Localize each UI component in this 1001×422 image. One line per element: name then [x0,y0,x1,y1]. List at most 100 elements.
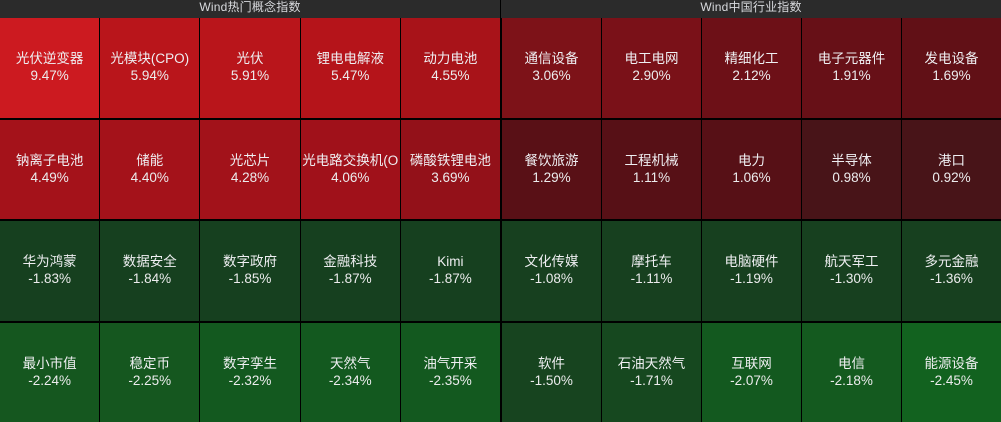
tile-label: 数字政府 [223,254,277,270]
heatmap-tile[interactable]: 最小市值 -2.24% [0,322,101,422]
heatmap-tile[interactable]: 锂电电解液 5.47% [300,18,401,118]
tile-value: -2.32% [228,372,272,388]
heatmap-tile[interactable]: 天然气 -2.34% [300,322,401,422]
tile-value: -2.24% [28,372,71,388]
heatmap-row: 最小市值 -2.24% 稳定币 -2.25% 数字孪生 -2.32% 天然气 -2.34% 油气… [0,322,1001,422]
panel-divider [500,322,502,422]
heatmap-tile[interactable]: 光模块(CPO) 5.94% [100,18,201,118]
heatmap-tile[interactable]: 软件 -1.50% [502,322,602,422]
heatmap-tile[interactable]: 华为鸿蒙 -1.83% [0,221,101,321]
heatmap-tile[interactable]: 光芯片 4.28% [200,119,301,219]
heatmap-tile[interactable]: Kimi -1.87% [400,221,501,321]
tile-value: 5.94% [130,68,169,84]
heatmap-tile[interactable]: 动力电池 4.55% [400,18,501,118]
heatmap-tile[interactable]: 钠离子电池 4.49% [0,119,101,219]
panel-concept-indices: 光伏逆变器 9.47% 光模块(CPO) 5.94% 光伏 5.91% 锂电电解液 5.47%… [0,18,501,118]
heatmap-tile[interactable]: 数据安全 -1.84% [100,221,201,321]
tile-label: 光芯片 [229,152,271,168]
tile-label: 餐饮旅游 [524,152,579,168]
heatmap-tile[interactable]: 油气开采 -2.35% [400,322,501,422]
header-divider [500,0,501,18]
heatmap-grid: 光伏逆变器 9.47% 光模块(CPO) 5.94% 光伏 5.91% 锂电电解液 5.47%… [0,18,1001,422]
heatmap-tile[interactable]: 通信设备 3.06% [502,18,602,118]
tile-value: -1.19% [730,271,773,287]
panel-concept-indices: 华为鸿蒙 -1.83% 数据安全 -1.84% 数字政府 -1.85% 金融科技 -1.87%… [0,221,501,321]
tile-label: 电子元器件 [817,51,886,67]
tile-label: 华为鸿蒙 [22,254,77,270]
heatmap-tile[interactable]: 电力 1.06% [702,119,802,219]
tile-label: 光伏 [236,51,264,67]
tile-label: 半导体 [831,152,872,168]
heatmap-tile[interactable]: 互联网 -2.07% [702,322,802,422]
heatmap-tile[interactable]: 稳定币 -2.25% [100,322,201,422]
heatmap-tile[interactable]: 多元金融 -1.36% [902,221,1001,321]
tile-label: 油气开采 [423,355,478,371]
panel-header-right-label: Wind中国行业指数 [700,0,802,14]
heatmap-tile[interactable]: 餐饮旅游 1.29% [502,119,602,219]
tile-label: 文化传媒 [524,254,579,270]
heatmap-tile[interactable]: 数字孪生 -2.32% [200,322,301,422]
tile-value: 3.69% [431,169,470,185]
tile-value: 9.47% [30,68,69,84]
tile-value: 1.29% [532,169,571,185]
tile-value: 2.90% [632,68,671,84]
tile-value: -1.11% [630,271,673,287]
tile-label: 数据安全 [122,254,177,270]
heatmap-tile[interactable]: 光伏逆变器 9.47% [0,18,101,118]
heatmap-row: 光伏逆变器 9.47% 光模块(CPO) 5.94% 光伏 5.91% 锂电电解液 5.47%… [0,18,1001,118]
tile-value: -1.87% [429,271,472,287]
heatmap-tile[interactable]: 发电设备 1.69% [902,18,1001,118]
tile-label: 石油天然气 [617,355,686,371]
tile-label: 电力 [738,152,765,168]
tile-value: -1.83% [28,271,71,287]
heatmap-tile[interactable]: 电信 -2.18% [802,322,902,422]
heatmap-tile[interactable]: 光伏 5.91% [200,18,301,118]
tile-label: 最小市值 [22,355,77,371]
tile-label: 金融科技 [323,254,378,270]
heatmap-tile[interactable]: 磷酸铁锂电池 3.69% [400,119,501,219]
heatmap-tile[interactable]: 半导体 0.98% [802,119,902,219]
tile-label: 电脑硬件 [724,254,779,270]
heatmap-tile[interactable]: 电脑硬件 -1.19% [702,221,802,321]
tile-label: 数字孪生 [223,355,277,371]
tile-label: 互联网 [731,355,772,371]
heatmap-tile[interactable]: 工程机械 1.11% [602,119,702,219]
heatmap-tile[interactable]: 电工电网 2.90% [602,18,702,118]
panel-concept-indices: 钠离子电池 4.49% 储能 4.40% 光芯片 4.28% 光电路交换机(O 4.06% 磷酸… [0,119,501,219]
heatmap-tile[interactable]: 航天军工 -1.30% [802,221,902,321]
tile-value: -2.45% [930,372,973,388]
heatmap-tile[interactable]: 数字政府 -1.85% [200,221,301,321]
heatmap-tile[interactable]: 摩托车 -1.11% [602,221,702,321]
heatmap-tile[interactable]: 光电路交换机(O 4.06% [300,119,401,219]
heatmap-tile[interactable]: 精细化工 2.12% [702,18,802,118]
heatmap-row: 华为鸿蒙 -1.83% 数据安全 -1.84% 数字政府 -1.85% 金融科技 -1.87%… [0,221,1001,321]
heatmap-tile[interactable]: 金融科技 -1.87% [300,221,401,321]
heatmap-tile[interactable]: 储能 4.40% [100,119,201,219]
tile-value: 4.55% [431,68,470,84]
heatmap-tile[interactable]: 文化传媒 -1.08% [502,221,602,321]
tile-value: 1.06% [732,169,771,185]
tile-label: 光模块(CPO) [110,51,190,67]
heatmap-tile[interactable]: 港口 0.92% [902,119,1001,219]
tile-label: 发电设备 [924,51,979,67]
tile-value: -1.87% [328,271,372,287]
heatmap-tile[interactable]: 石油天然气 -1.71% [602,322,702,422]
tile-value: 5.47% [331,68,370,84]
tile-label: 钠离子电池 [15,152,84,168]
tile-label: 港口 [938,152,965,168]
panel-industry-indices: 软件 -1.50% 石油天然气 -1.71% 互联网 -2.07% 电信 -2.18% 能源设备… [502,322,1001,422]
heatmap-tile[interactable]: 电子元器件 1.91% [802,18,902,118]
tile-label: 能源设备 [924,355,979,371]
heatmap-tile[interactable]: 能源设备 -2.45% [902,322,1001,422]
panel-header-left-label: Wind热门概念指数 [199,0,301,14]
heatmap-row: 钠离子电池 4.49% 储能 4.40% 光芯片 4.28% 光电路交换机(O 4.06% 磷酸… [0,119,1001,219]
panel-header-right: Wind中国行业指数 [501,0,1001,18]
panel-header-left: Wind热门概念指数 [0,0,500,18]
tile-value: -1.71% [630,372,673,388]
tile-value: 4.06% [331,169,370,185]
panel-industry-indices: 餐饮旅游 1.29% 工程机械 1.11% 电力 1.06% 半导体 0.98% 港口 0.92% [502,119,1001,219]
tile-label: 通信设备 [524,51,579,67]
tile-value: -2.25% [128,372,172,388]
tile-value: 3.06% [532,68,571,84]
